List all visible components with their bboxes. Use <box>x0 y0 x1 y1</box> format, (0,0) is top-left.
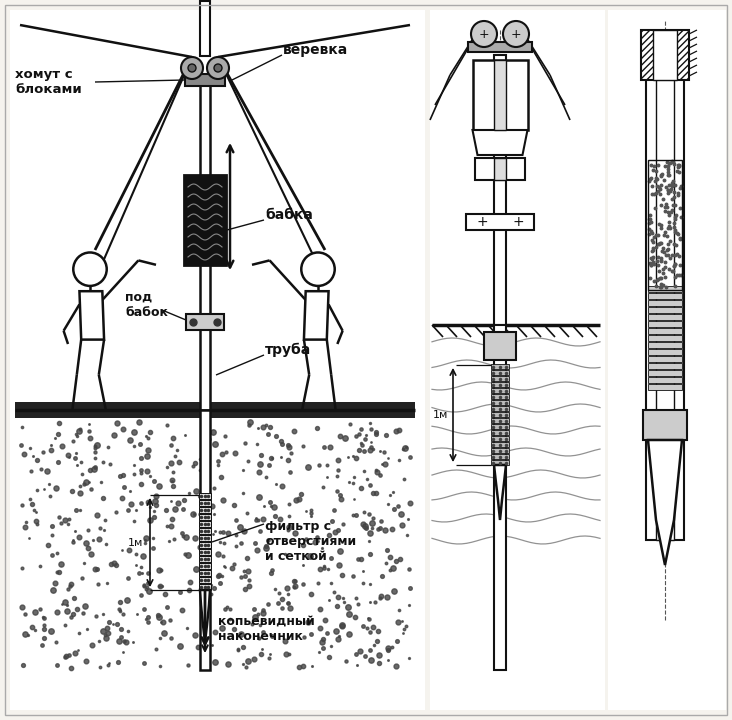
Bar <box>656 40 674 540</box>
Text: 1м: 1м <box>433 410 449 420</box>
Bar <box>648 314 682 320</box>
Circle shape <box>503 21 529 47</box>
Bar <box>648 160 682 290</box>
Circle shape <box>73 253 107 286</box>
Bar <box>186 314 224 330</box>
Text: копьевидный
наконечник: копьевидный наконечник <box>218 615 315 643</box>
Circle shape <box>214 64 222 72</box>
Text: хомут с
блоками: хомут с блоками <box>15 68 82 96</box>
Bar <box>491 430 509 435</box>
Bar <box>648 321 682 327</box>
Bar <box>199 507 211 513</box>
Bar <box>491 448 509 453</box>
Bar <box>491 388 509 393</box>
Text: +: + <box>511 27 521 40</box>
Polygon shape <box>80 291 104 340</box>
Text: труба: труба <box>265 343 311 357</box>
Bar <box>199 542 211 548</box>
Circle shape <box>188 64 196 72</box>
Bar <box>494 158 506 180</box>
Polygon shape <box>472 130 528 155</box>
Bar <box>199 570 211 576</box>
Bar <box>200 80 210 410</box>
Bar <box>648 328 682 334</box>
Circle shape <box>302 253 335 286</box>
Circle shape <box>471 21 497 47</box>
Bar <box>491 436 509 441</box>
Bar <box>15 402 415 418</box>
Bar <box>491 382 509 387</box>
Bar <box>491 400 509 405</box>
Bar <box>430 10 605 710</box>
Bar <box>491 406 509 411</box>
Text: веревка: веревка <box>283 43 348 57</box>
Bar <box>199 563 211 569</box>
Bar <box>199 521 211 527</box>
Text: фильтр с
отверстиями
и сеткой: фильтр с отверстиями и сеткой <box>265 520 356 563</box>
Polygon shape <box>648 440 682 565</box>
Bar <box>10 10 425 710</box>
Bar <box>648 384 682 390</box>
Bar <box>648 286 682 292</box>
Bar <box>608 10 726 710</box>
Bar <box>643 410 687 440</box>
Bar <box>648 293 682 299</box>
Bar <box>468 42 532 52</box>
Bar <box>199 493 211 499</box>
Bar <box>646 40 684 540</box>
Bar <box>491 370 509 375</box>
Text: под
бабок: под бабок <box>125 291 168 319</box>
Text: бабка: бабка <box>265 208 313 222</box>
Bar <box>491 376 509 381</box>
Bar <box>491 424 509 429</box>
Bar <box>472 60 528 130</box>
Bar <box>199 584 211 590</box>
Circle shape <box>181 57 203 79</box>
Polygon shape <box>494 465 506 520</box>
Bar <box>199 528 211 534</box>
Bar <box>200 1 210 56</box>
Bar <box>200 410 210 670</box>
Circle shape <box>207 57 229 79</box>
Bar <box>648 300 682 306</box>
Bar <box>484 332 516 360</box>
Bar <box>494 60 506 130</box>
Bar <box>15 418 415 670</box>
Polygon shape <box>200 590 210 642</box>
Bar <box>491 442 509 447</box>
Bar <box>199 577 211 583</box>
Bar <box>648 370 682 376</box>
Bar <box>199 549 211 555</box>
Bar <box>648 307 682 313</box>
Text: +: + <box>479 27 489 40</box>
Bar <box>491 454 509 459</box>
Bar <box>641 30 689 80</box>
Bar <box>648 363 682 369</box>
Bar <box>491 418 509 423</box>
Bar <box>648 377 682 383</box>
Bar <box>199 500 211 506</box>
Bar <box>199 556 211 562</box>
Bar <box>466 214 534 230</box>
Bar <box>199 514 211 520</box>
Bar <box>648 335 682 341</box>
Bar <box>199 535 211 541</box>
Bar <box>491 364 509 369</box>
Text: +: + <box>512 215 524 229</box>
Bar <box>648 349 682 355</box>
Text: +: + <box>477 215 488 229</box>
Bar <box>494 325 506 670</box>
Bar <box>491 460 509 465</box>
Bar <box>475 158 525 180</box>
Bar <box>491 412 509 417</box>
Bar <box>648 342 682 348</box>
Bar <box>494 55 506 325</box>
Bar <box>653 30 677 80</box>
Polygon shape <box>304 291 329 340</box>
Bar <box>491 394 509 399</box>
Bar <box>185 74 225 86</box>
Bar <box>184 175 226 265</box>
Bar <box>648 356 682 362</box>
Text: 1м: 1м <box>128 538 143 547</box>
